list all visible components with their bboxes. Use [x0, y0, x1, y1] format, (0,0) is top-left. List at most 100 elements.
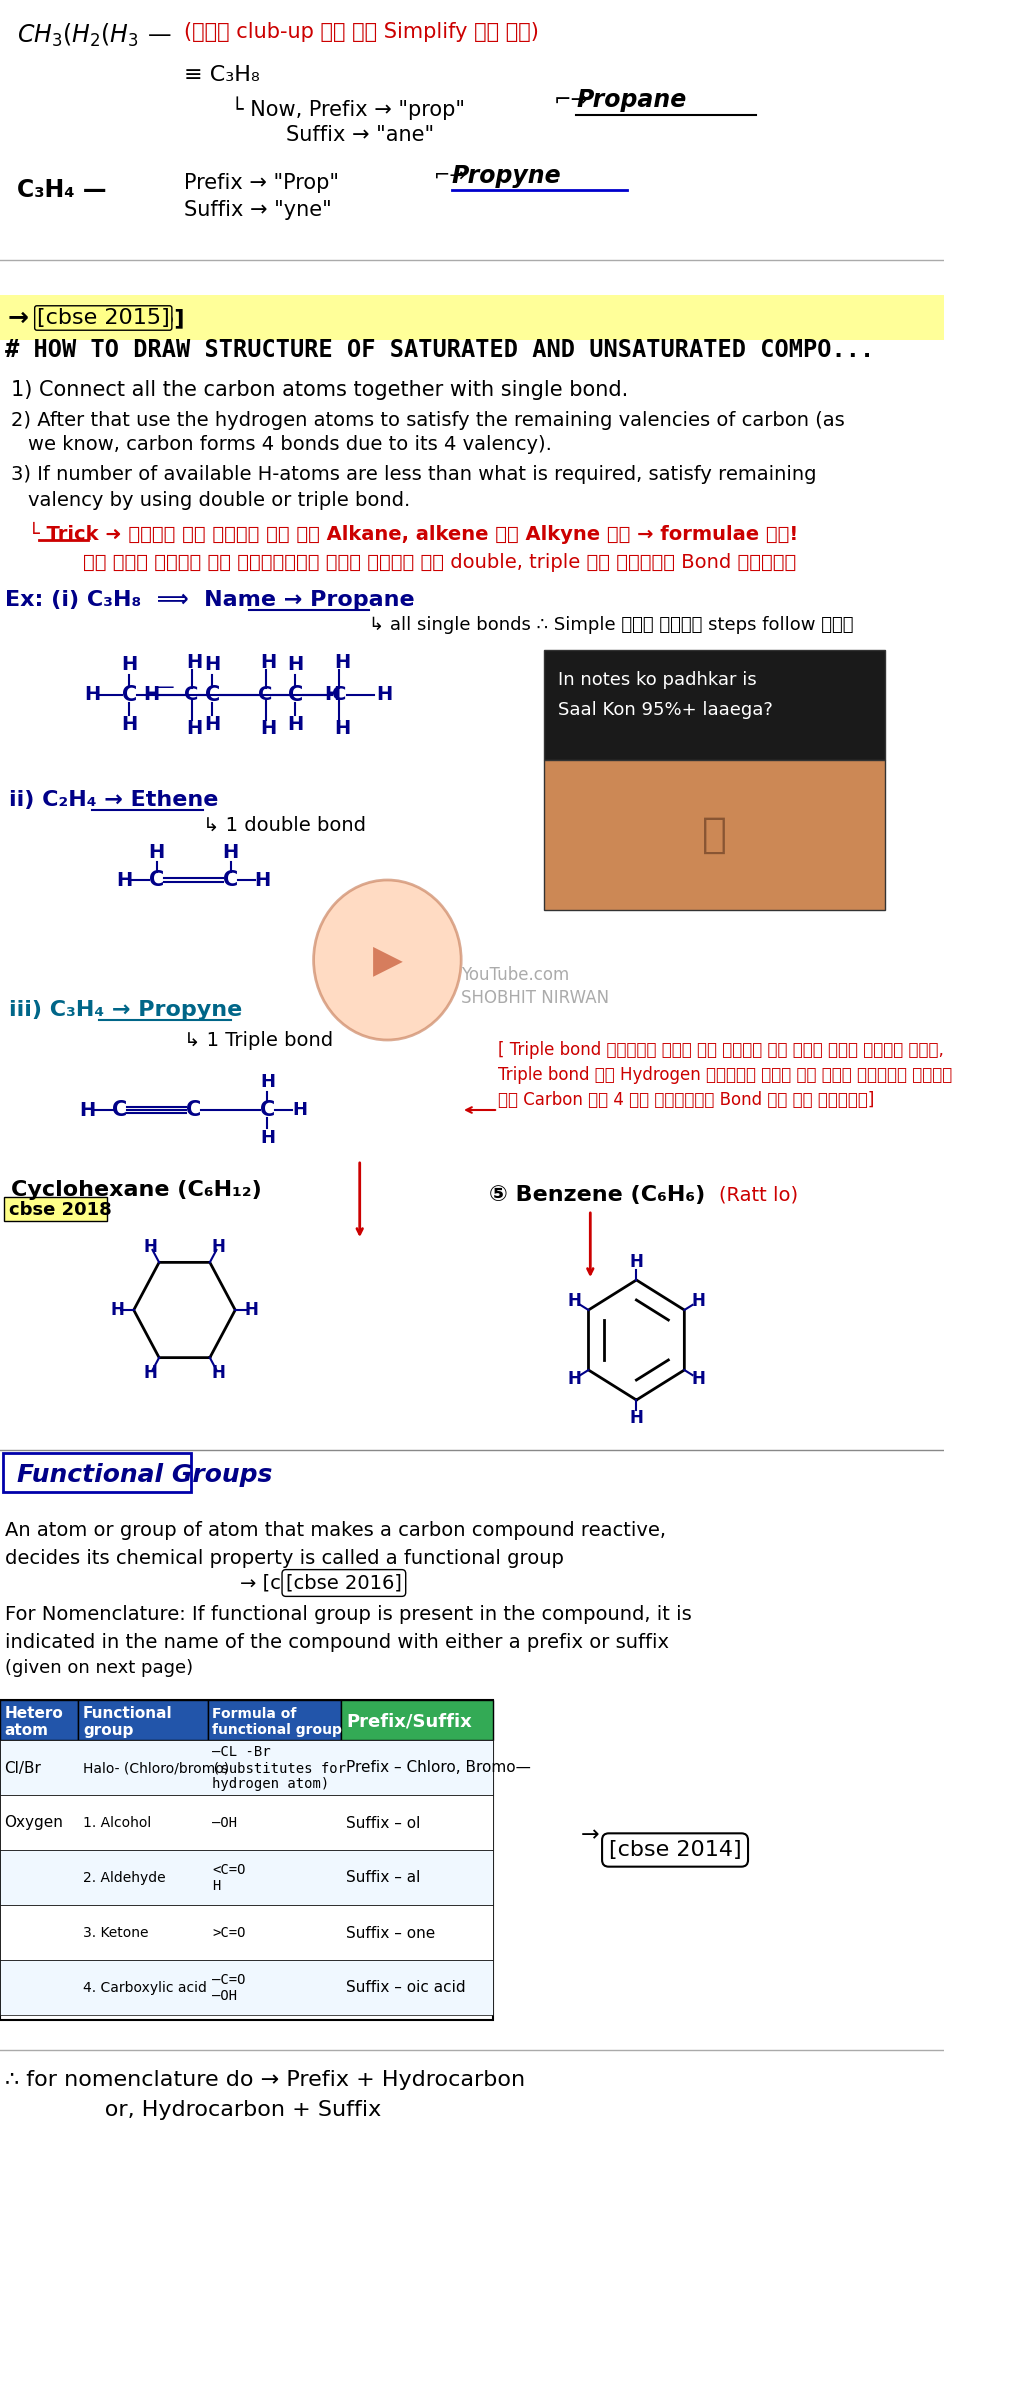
Text: $CH_3(H_2(H_3$ —: $CH_3(H_2(H_3$ —: [16, 22, 171, 48]
Text: H: H: [186, 718, 203, 737]
Text: C: C: [122, 685, 137, 704]
Text: ≡ C₃H₈: ≡ C₃H₈: [184, 65, 260, 86]
Text: H: H: [567, 1369, 581, 1389]
Text: Suffix – al: Suffix – al: [346, 1870, 420, 1886]
Text: H: H: [143, 685, 159, 704]
FancyBboxPatch shape: [0, 1700, 494, 2021]
Text: C₃H₄ —: C₃H₄ —: [16, 177, 106, 201]
Text: ⑤ Benzene (C₆H₆): ⑤ Benzene (C₆H₆): [488, 1185, 706, 1204]
Text: H: H: [80, 1101, 96, 1120]
Text: decides its chemical property is called a functional group: decides its chemical property is called …: [5, 1549, 563, 1568]
Text: <C=O
H: <C=O H: [212, 1863, 246, 1894]
Text: Prefix/Suffix: Prefix/Suffix: [346, 1714, 472, 1731]
Text: # HOW TO DRAW STRUCTURE OF SATURATED AND UNSATURATED COMPO...: # HOW TO DRAW STRUCTURE OF SATURATED AND…: [5, 338, 873, 361]
Text: (given on next page): (given on next page): [5, 1659, 193, 1678]
Text: Propyne: Propyne: [452, 165, 561, 189]
Text: H: H: [111, 1300, 124, 1319]
Text: Prefix – Chloro, Bromo—: Prefix – Chloro, Bromo—: [346, 1760, 530, 1776]
Text: YouTube.com: YouTube.com: [461, 967, 569, 984]
FancyBboxPatch shape: [0, 1740, 494, 1796]
Circle shape: [313, 881, 461, 1039]
Text: Suffix → "yne": Suffix → "yne": [184, 201, 332, 220]
Text: Prefix → "Prop": Prefix → "Prop": [184, 172, 340, 194]
Text: H: H: [204, 716, 220, 735]
Text: तो फिर पढ़ो ही तुम्हें पता होगा की double, triple या कौनसा Bond होगा।: तो फिर पढ़ो ही तुम्हें पता होगा की doubl…: [83, 553, 797, 572]
Text: [cbse 2015]: [cbse 2015]: [37, 309, 170, 328]
FancyBboxPatch shape: [208, 1700, 341, 1740]
Text: H: H: [121, 656, 137, 675]
Text: —: —: [155, 678, 174, 697]
Text: C: C: [258, 685, 272, 704]
Text: H: H: [222, 843, 239, 862]
Text: 3) If number of available H-atoms are less than what is required, satisfy remain: 3) If number of available H-atoms are le…: [11, 464, 816, 484]
Text: H: H: [567, 1293, 581, 1310]
Text: H: H: [692, 1369, 706, 1389]
Text: H: H: [245, 1300, 259, 1319]
Text: we know, carbon forms 4 bonds due to its 4 valency).: we know, carbon forms 4 bonds due to its…: [28, 436, 552, 455]
Text: Functional
group: Functional group: [83, 1707, 173, 1738]
Text: —OH: —OH: [212, 1817, 238, 1829]
Text: cbse 2018: cbse 2018: [9, 1202, 112, 1219]
Text: H: H: [292, 1101, 307, 1118]
Text: Suffix – one: Suffix – one: [346, 1925, 435, 1942]
Text: Saal Kon 95%+ laaega?: Saal Kon 95%+ laaega?: [558, 701, 773, 718]
Text: C: C: [205, 685, 220, 704]
Text: (Ratt lo): (Ratt lo): [720, 1185, 799, 1204]
Text: ∴ for nomenclature do → Prefix + Hydrocarbon: ∴ for nomenclature do → Prefix + Hydroca…: [5, 2071, 524, 2090]
Text: An atom or group of atom that makes a carbon compound reactive,: An atom or group of atom that makes a ca…: [5, 1520, 666, 1539]
Text: H: H: [255, 871, 271, 891]
Text: Cyclohexane (C₆H₁₂): Cyclohexane (C₆H₁₂): [11, 1180, 262, 1199]
Text: Suffix – ol: Suffix – ol: [346, 1815, 420, 1831]
Text: H: H: [260, 654, 276, 670]
Text: C: C: [288, 685, 303, 704]
Text: 2) After that use the hydrogen atoms to satisfy the remaining valencies of carbo: 2) After that use the hydrogen atoms to …: [11, 409, 845, 429]
Text: C: C: [113, 1099, 128, 1120]
FancyBboxPatch shape: [544, 651, 886, 759]
Text: >C=O: >C=O: [212, 1927, 246, 1939]
Text: 2. Aldehyde: 2. Aldehyde: [83, 1872, 166, 1884]
Text: →: →: [581, 1824, 600, 1846]
Text: कि Carbon के 4 से ज्यादा Bond ना बन जाएं।]: कि Carbon के 4 से ज्यादा Bond ना बन जाएं…: [498, 1092, 874, 1108]
Text: H: H: [117, 871, 133, 891]
Text: └ Now, Prefix → "prop": └ Now, Prefix → "prop": [230, 96, 465, 120]
Text: C: C: [150, 869, 165, 891]
Text: [cbse 2015]: [cbse 2015]: [37, 309, 184, 328]
Text: or, Hydrocarbon + Suffix: or, Hydrocarbon + Suffix: [5, 2100, 381, 2121]
Text: Triple bond और Hydrogen लगाते हुए एक बात ध्यान रखें: Triple bond और Hydrogen लगाते हुए एक बात…: [498, 1065, 952, 1084]
Text: →: →: [7, 306, 29, 330]
Text: In notes ko padhkar is: In notes ko padhkar is: [558, 670, 757, 689]
Text: 3. Ketone: 3. Ketone: [83, 1927, 148, 1939]
Text: H: H: [287, 656, 303, 675]
Text: Formula of
functional group: Formula of functional group: [212, 1707, 342, 1738]
Text: (सभी club-up कर के Simplify कर लो): (सभी club-up कर के Simplify कर लो): [184, 22, 540, 43]
FancyBboxPatch shape: [544, 759, 886, 910]
Text: H: H: [630, 1410, 643, 1427]
Text: H: H: [376, 685, 392, 704]
Text: H: H: [630, 1252, 643, 1271]
Text: H: H: [334, 654, 350, 670]
Text: valency by using double or triple bond.: valency by using double or triple bond.: [28, 491, 410, 510]
FancyBboxPatch shape: [0, 1851, 494, 1906]
FancyBboxPatch shape: [79, 1700, 208, 1740]
Text: 1. Alcohol: 1. Alcohol: [83, 1817, 152, 1829]
Text: H: H: [692, 1293, 706, 1310]
Text: H: H: [121, 716, 137, 735]
Text: H: H: [260, 718, 276, 737]
Text: H: H: [186, 654, 203, 670]
Text: C: C: [223, 869, 239, 891]
Text: SHOBHIT NIRWAN: SHOBHIT NIRWAN: [461, 989, 609, 1008]
Text: C: C: [186, 1099, 202, 1120]
Text: Propane: Propane: [577, 89, 687, 113]
FancyBboxPatch shape: [3, 1453, 190, 1491]
Text: iii) C₃H₄ → Propyne: iii) C₃H₄ → Propyne: [9, 1001, 243, 1020]
Text: indicated in the name of the compound with either a prefix or suffix: indicated in the name of the compound wi…: [5, 1633, 669, 1652]
Text: C: C: [184, 685, 199, 704]
Text: H: H: [148, 843, 165, 862]
Text: 📷: 📷: [702, 814, 727, 857]
Text: Ex: (i) C₃H₈  ⟹  Name → Propane: Ex: (i) C₃H₈ ⟹ Name → Propane: [5, 589, 415, 610]
Text: H: H: [211, 1365, 225, 1381]
Text: C: C: [332, 685, 346, 704]
Text: ↳ 1 Triple bond: ↳ 1 Triple bond: [184, 1029, 334, 1049]
Text: For Nomenclature: If functional group is present in the compound, it is: For Nomenclature: If functional group is…: [5, 1606, 691, 1626]
Text: Suffix – oic acid: Suffix – oic acid: [346, 1980, 466, 1997]
